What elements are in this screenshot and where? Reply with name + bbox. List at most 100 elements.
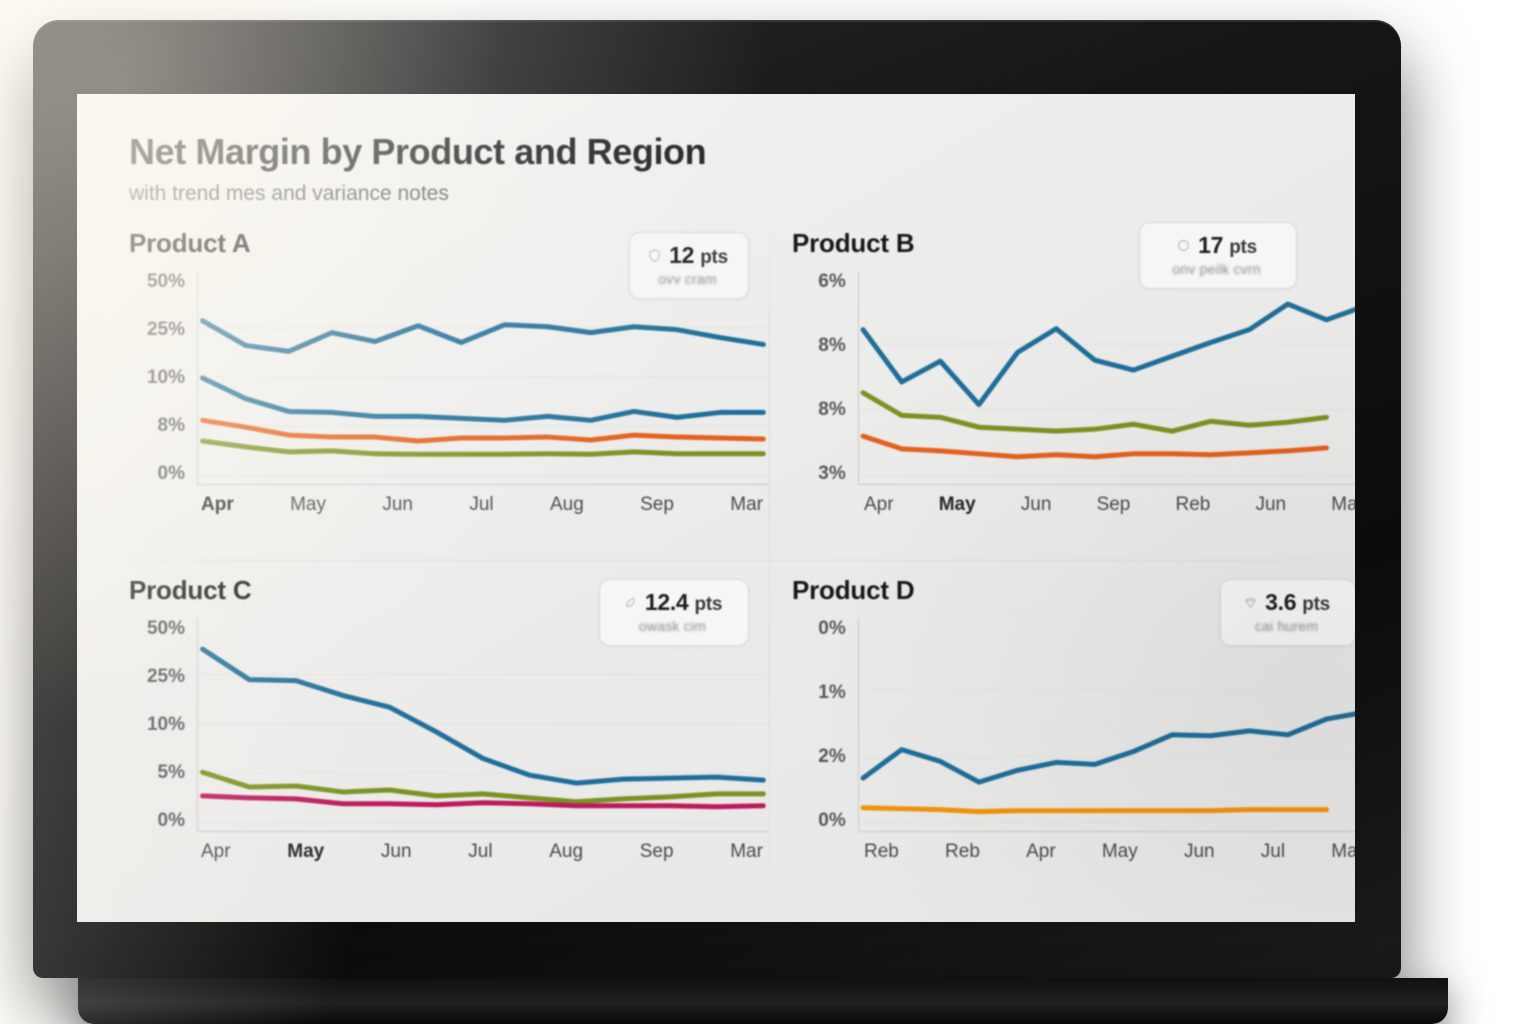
series-line bbox=[203, 441, 764, 454]
y-tick-label: 10% bbox=[146, 366, 185, 388]
global-badge-subtext: onv peilk cvrn bbox=[1172, 261, 1261, 277]
series-point bbox=[545, 435, 550, 439]
series-point bbox=[1131, 422, 1135, 426]
series-point bbox=[434, 802, 438, 806]
series-point bbox=[632, 433, 636, 437]
series-line bbox=[203, 320, 764, 351]
series-point bbox=[373, 451, 377, 455]
variance-badge-product-a[interactable]: 12 pts ovv cram bbox=[629, 231, 749, 299]
series-point bbox=[373, 435, 377, 439]
series-point bbox=[1131, 368, 1135, 372]
series-point bbox=[1208, 808, 1212, 812]
series-point bbox=[714, 775, 719, 779]
series-point bbox=[502, 436, 507, 440]
series-point bbox=[977, 809, 981, 813]
circle-badge-icon bbox=[1178, 239, 1190, 252]
series-point bbox=[387, 705, 392, 709]
series-point bbox=[481, 756, 485, 760]
series-point bbox=[861, 327, 865, 331]
series-point bbox=[459, 340, 464, 344]
series-point bbox=[481, 791, 485, 796]
series-line bbox=[203, 649, 764, 783]
series-point bbox=[1054, 808, 1058, 812]
series-point bbox=[200, 418, 205, 422]
x-tick-label: Aug bbox=[549, 493, 584, 515]
series-point bbox=[668, 803, 672, 807]
series-point bbox=[977, 451, 981, 455]
x-tick-label: Jun bbox=[1020, 493, 1052, 515]
x-axis-labels-product-a: Apr May Jun Jul Aug Sep Mar bbox=[197, 485, 769, 516]
series-point bbox=[899, 379, 904, 384]
series-point bbox=[1170, 808, 1174, 812]
x-tick-label: Jul bbox=[468, 840, 493, 862]
series-point bbox=[1286, 420, 1290, 424]
series-point bbox=[247, 795, 252, 800]
y-tick-label: 0% bbox=[818, 809, 846, 831]
x-tick-label: Reb bbox=[1175, 493, 1211, 515]
series-point bbox=[502, 452, 507, 456]
panel-product-c: Product C 50% 25% 10% 5% 0% Apr May Jun Jul Aug S… bbox=[129, 561, 769, 891]
series-point bbox=[1131, 749, 1135, 753]
x-tick-label: May bbox=[938, 493, 976, 515]
series-point bbox=[545, 414, 550, 418]
series-point bbox=[761, 451, 766, 455]
series-point bbox=[1093, 454, 1097, 458]
y-axis-labels-product-a: 50% 25% 10% 8% 0% bbox=[129, 271, 197, 485]
badge-value-product-a: 12 pts bbox=[669, 241, 728, 268]
x-tick-label: Jun bbox=[1183, 840, 1215, 862]
panel-title-product-a: Product A bbox=[129, 227, 251, 258]
x-tick-label: Sep bbox=[640, 493, 674, 515]
series-point bbox=[621, 796, 625, 801]
laptop-device: Net Margin by Product and Region with tr… bbox=[33, 20, 1401, 978]
series-point bbox=[527, 801, 532, 805]
series-point bbox=[527, 773, 532, 777]
series-point bbox=[589, 330, 593, 334]
series-point bbox=[621, 803, 625, 807]
series-point bbox=[574, 781, 579, 785]
series-point bbox=[938, 448, 942, 453]
series-point bbox=[1170, 732, 1174, 736]
charts-grid: Product A 50% 25% 10% 8% 0% Apr May Jun Jul Aug S… bbox=[77, 206, 1355, 891]
panel-product-a: Product A 50% 25% 10% 8% 0% Apr May Jun Jul Aug S… bbox=[129, 228, 769, 560]
series-point bbox=[718, 335, 722, 339]
y-tick-label: 8% bbox=[157, 414, 185, 436]
variance-badge-product-d[interactable]: 3.6 pts cai hurem bbox=[1220, 578, 1355, 646]
y-tick-label: 5% bbox=[157, 761, 185, 783]
series-point bbox=[632, 324, 636, 328]
global-variance-badge[interactable]: 17 pts onv peilk cvrn bbox=[1139, 222, 1297, 289]
series-point bbox=[481, 800, 485, 804]
series-point bbox=[1324, 807, 1328, 811]
series-point bbox=[243, 444, 248, 449]
x-tick-label: Reb bbox=[864, 840, 899, 862]
series-point bbox=[502, 418, 507, 422]
x-tick-label: Sep bbox=[1096, 493, 1131, 515]
series-point bbox=[899, 806, 904, 810]
y-tick-label: 1% bbox=[818, 681, 846, 703]
series-point bbox=[1131, 451, 1135, 455]
x-tick-label: Reb bbox=[945, 840, 980, 862]
variance-badge-product-c[interactable]: 12.4 pts owask cim bbox=[599, 578, 749, 646]
y-tick-label: 50% bbox=[146, 617, 185, 639]
series-point bbox=[200, 770, 205, 774]
x-tick-label: Sep bbox=[639, 840, 674, 862]
page-subtitle: with trend mes and variance notes bbox=[129, 181, 449, 205]
badge-value-product-d: 3.6 pts bbox=[1265, 588, 1330, 615]
y-tick-label: 0% bbox=[818, 617, 846, 639]
y-tick-label: 8% bbox=[818, 334, 846, 356]
vertical-divider bbox=[769, 227, 770, 891]
series-point bbox=[589, 452, 593, 456]
x-tick-label: Jul bbox=[1260, 840, 1286, 862]
x-tick-label: Aug bbox=[549, 840, 584, 862]
y-tick-label: 6% bbox=[818, 270, 846, 292]
x-axis-labels-product-d: Reb Reb Apr May Jun Jul Mar bbox=[860, 832, 1355, 863]
x-tick-label: Apr bbox=[201, 840, 231, 862]
series-point bbox=[387, 787, 392, 792]
series-point bbox=[1131, 808, 1135, 812]
x-axis-labels-product-c: Apr May Jun Jul Aug Sep Mar bbox=[197, 832, 769, 863]
series-point bbox=[341, 693, 345, 697]
series-point bbox=[668, 776, 672, 780]
series-point bbox=[1208, 340, 1212, 344]
series-point bbox=[589, 438, 593, 442]
series-line bbox=[203, 378, 764, 420]
